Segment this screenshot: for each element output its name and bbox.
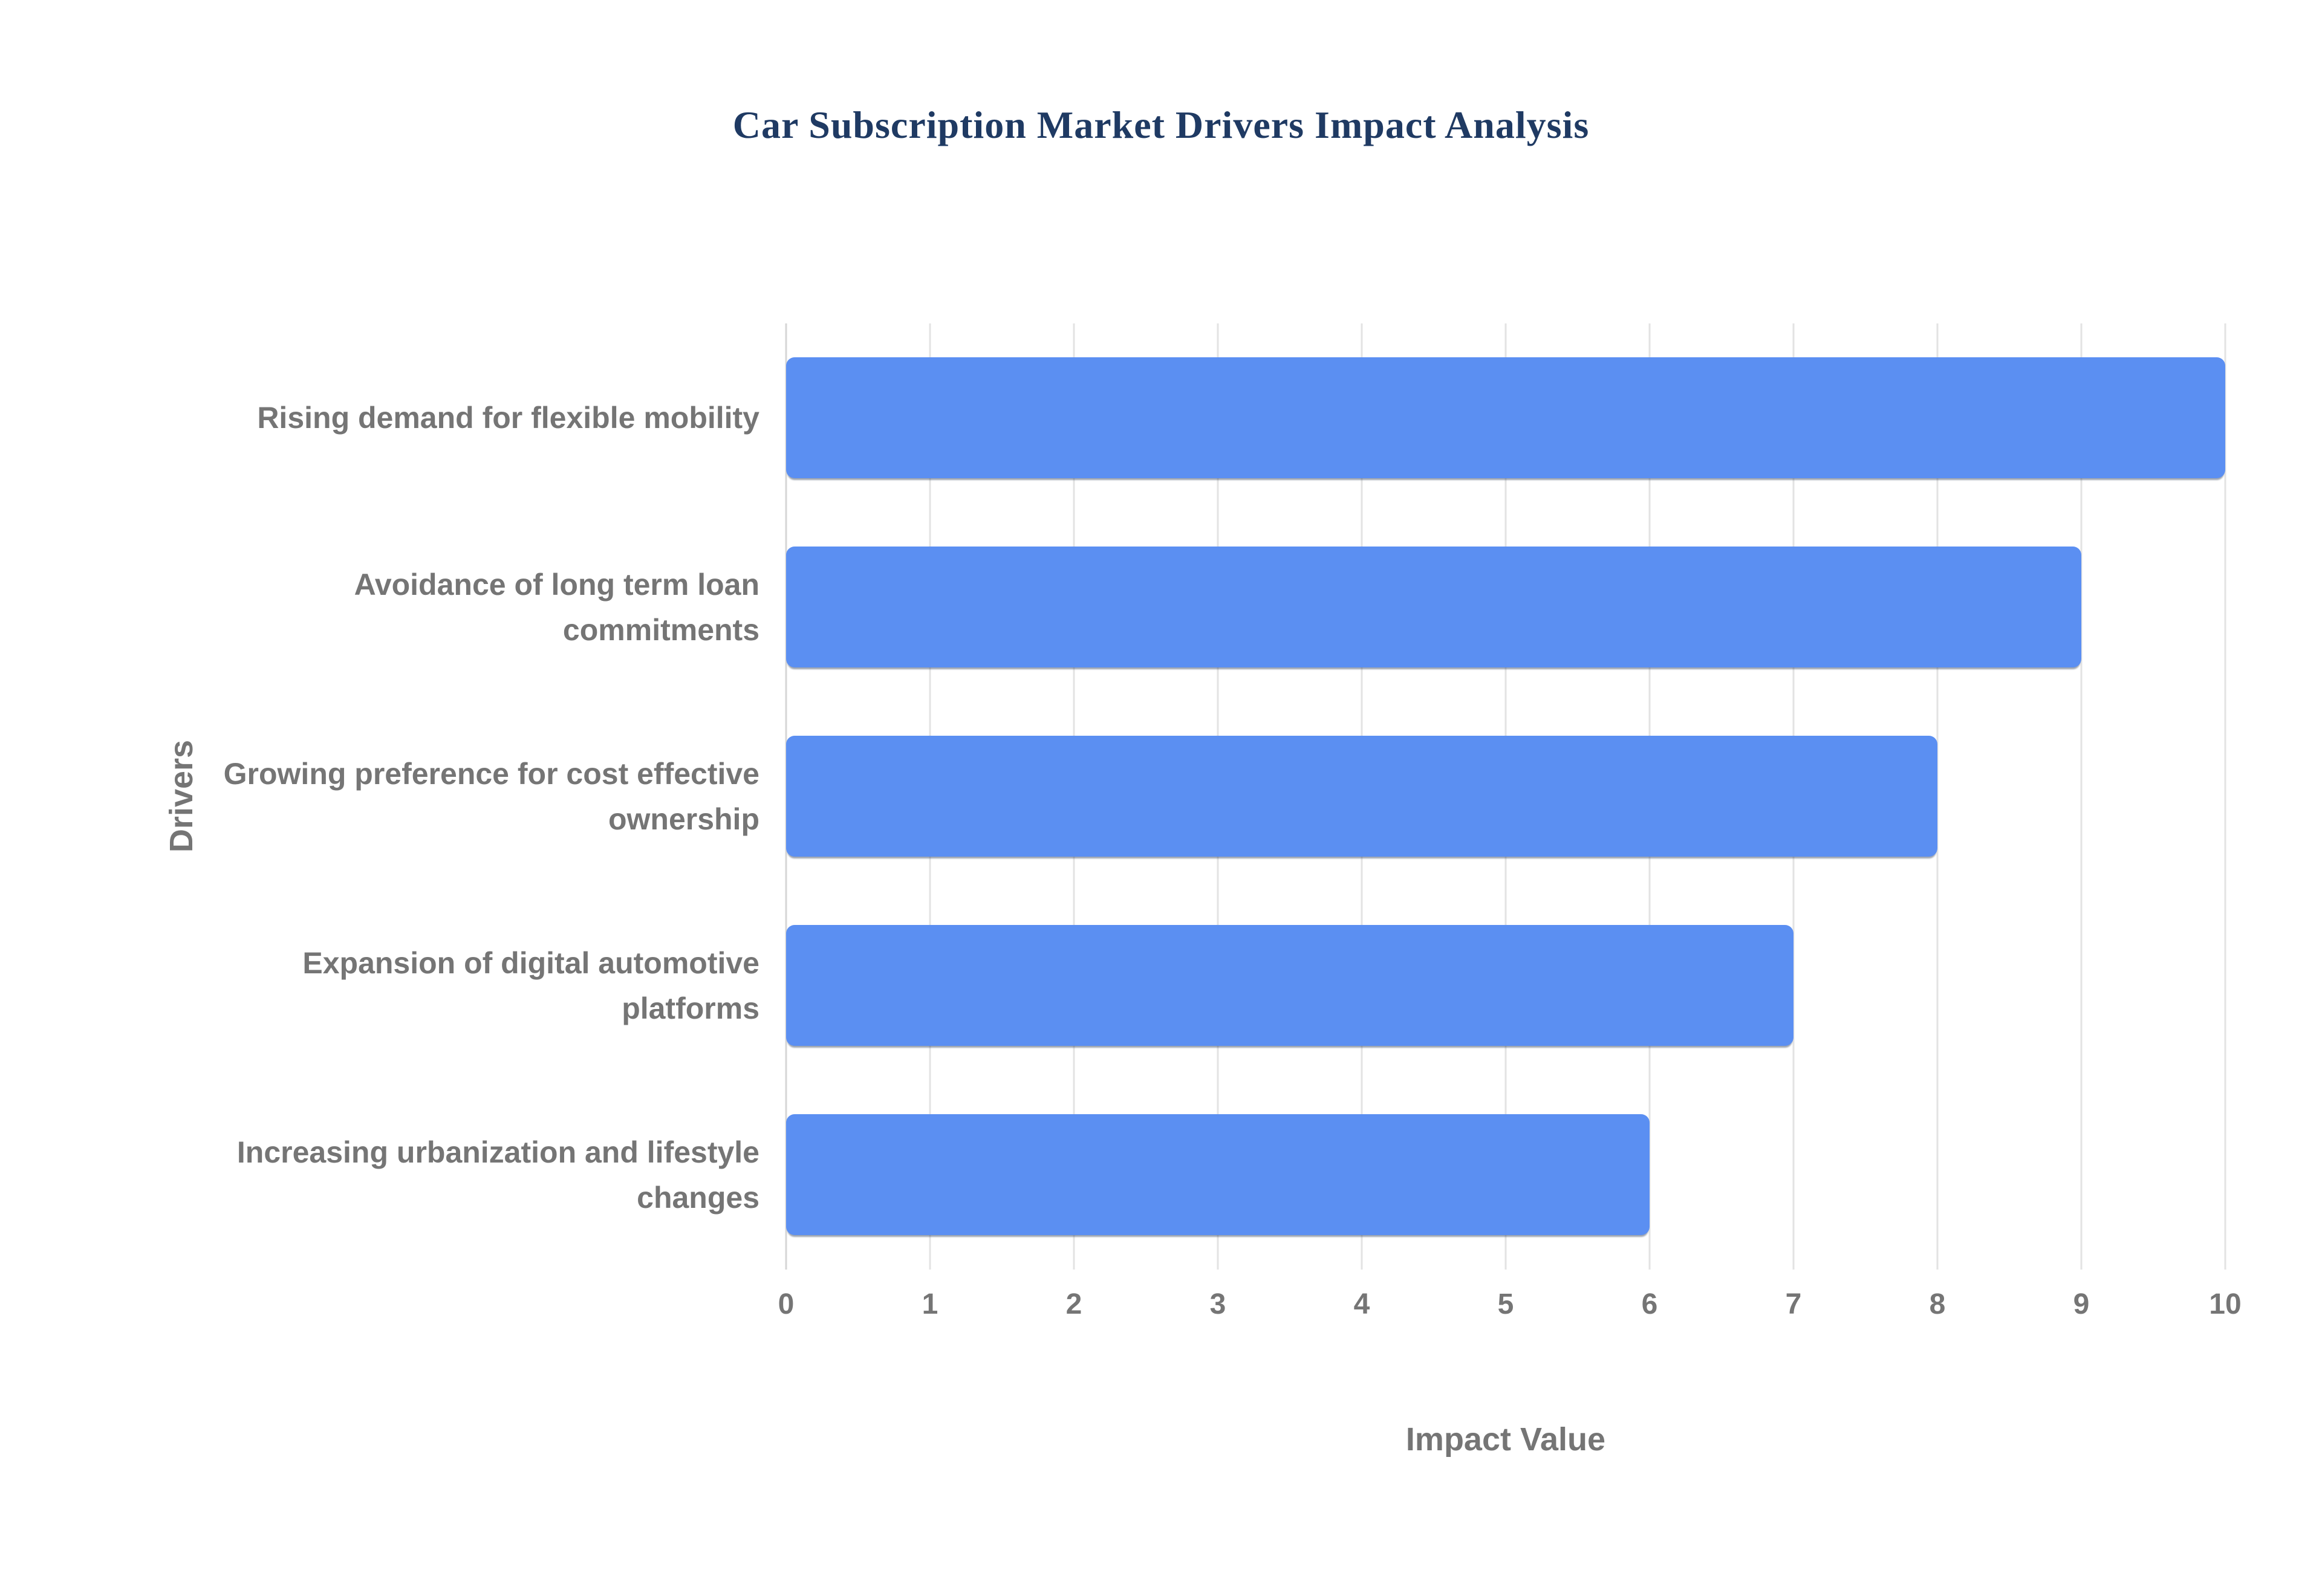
bar-row (786, 702, 2225, 891)
chart-title: Car Subscription Market Drivers Impact A… (732, 103, 1590, 146)
bar[interactable] (786, 736, 1937, 857)
bar-row (786, 891, 2225, 1080)
y-axis-title: Drivers (163, 739, 200, 853)
x-tick-label: 0 (778, 1288, 795, 1320)
x-tick-label: 5 (1497, 1288, 1514, 1320)
x-tick-label: 8 (1929, 1288, 1946, 1320)
bar[interactable] (786, 1114, 1650, 1235)
gridline (2224, 323, 2226, 1270)
category-label: Rising demand for flexible mobility (257, 401, 759, 435)
x-axis-title: Impact Value (1405, 1421, 1606, 1458)
x-axis-tick-labels: 0 1 2 3 4 5 6 7 8 9 10 (778, 1288, 2242, 1336)
gridline (2080, 323, 2083, 1270)
plot-area (785, 323, 2226, 1270)
bar-row (786, 323, 2225, 513)
category-label: Growing preference for cost effective ow… (223, 756, 759, 836)
x-tick-label: 3 (1209, 1288, 1226, 1320)
x-tick-label: 1 (922, 1288, 938, 1320)
category-label: Expansion of digital automotive platform… (302, 946, 759, 1025)
bar[interactable] (786, 547, 2081, 667)
bar[interactable] (786, 925, 1794, 1046)
category-axis-labels: Rising demand for flexible mobility Avoid… (206, 323, 759, 1270)
bars-layer (786, 323, 2225, 1270)
bar[interactable] (786, 357, 2225, 478)
bar-row (786, 513, 2225, 702)
x-tick-label: 6 (1641, 1288, 1658, 1320)
x-tick-label: 9 (2073, 1288, 2090, 1320)
x-tick-label: 10 (2209, 1288, 2242, 1320)
gridline (1936, 323, 1939, 1270)
category-label: Increasing urbanization and lifestyle ch… (236, 1135, 759, 1215)
x-tick-label: 7 (1785, 1288, 1802, 1320)
x-tick-label: 2 (1065, 1288, 1082, 1320)
x-tick-label: 4 (1353, 1288, 1370, 1320)
category-label: Avoidance of long term loan commitments (354, 567, 759, 647)
bar-row (786, 1080, 2225, 1270)
